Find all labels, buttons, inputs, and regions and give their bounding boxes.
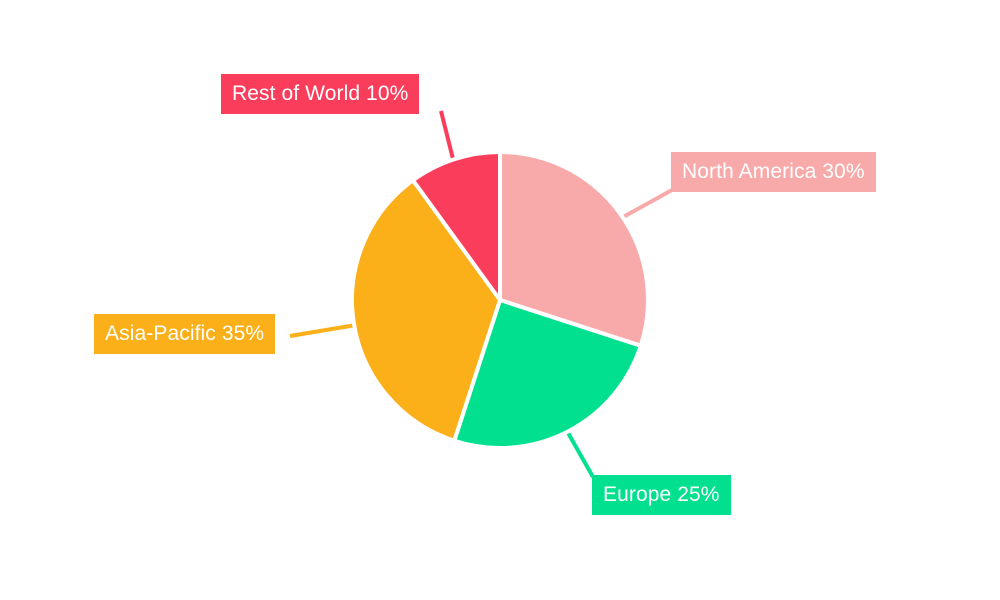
pie-slice-europe[interactable] — [452, 298, 643, 450]
pie-slices — [350, 150, 650, 450]
pie-slice-asia-pacific[interactable] — [350, 178, 502, 443]
pie-label-asia-pacific[interactable]: Asia-Pacific 35% — [94, 314, 276, 354]
pie-label-europe[interactable]: Europe 25% — [592, 475, 731, 515]
pie-slice-north-america[interactable] — [498, 150, 650, 348]
leader-line-asia-pacific — [289, 323, 357, 338]
pie-slice-rest-of-world[interactable] — [411, 150, 502, 302]
leader-line-north-america — [615, 188, 673, 223]
pie-label-rest-of-world[interactable]: Rest of World 10% — [221, 74, 420, 114]
pie-label-north-america[interactable]: North America 30% — [671, 152, 876, 192]
leader-line-europe — [565, 430, 595, 478]
